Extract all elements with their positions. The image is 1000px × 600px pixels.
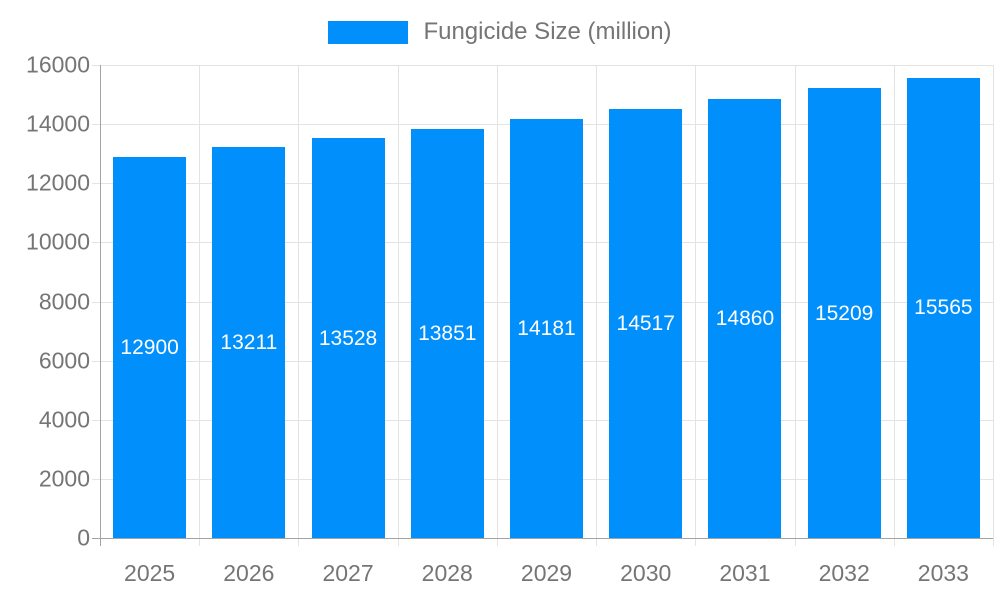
bar-value-label: 14181: [517, 316, 576, 340]
grid-line-vertical: [596, 65, 598, 546]
grid-line-vertical: [893, 65, 895, 546]
x-axis-tick-label: 2033: [917, 560, 969, 586]
y-axis-tick-label: 14000: [26, 110, 90, 137]
x-axis-tick-label: 2029: [520, 560, 573, 586]
y-axis-tick-label: 0: [77, 524, 90, 551]
bar[interactable]: 14181: [510, 118, 583, 538]
y-axis-tick-label: 16000: [26, 51, 90, 78]
legend-swatch: [328, 20, 409, 44]
y-axis-tick-label: 6000: [38, 347, 90, 374]
bar[interactable]: 13851: [410, 128, 484, 538]
bar[interactable]: 14517: [609, 108, 683, 538]
grid-line-vertical: [993, 65, 994, 546]
y-axis-tick-label: 8000: [38, 288, 90, 314]
bar-value-label: 14517: [616, 311, 675, 335]
grid-line-horizontal: [92, 65, 993, 66]
grid-line-vertical: [397, 65, 399, 546]
legend-label: Fungicide Size (million): [423, 18, 672, 45]
y-axis-tick-label: 4000: [38, 406, 90, 433]
x-axis-tick-label: 2032: [818, 560, 870, 586]
y-axis-tick-label: 10000: [26, 228, 90, 255]
x-axis-tick-label: 2030: [620, 560, 672, 586]
bar[interactable]: 14860: [708, 98, 782, 538]
x-axis-tick-label: 2031: [719, 560, 771, 586]
bar[interactable]: 13211: [212, 147, 286, 538]
bar[interactable]: 13528: [311, 138, 385, 538]
x-axis-tick-label: 2026: [223, 560, 275, 586]
bar-value-label: 13211: [220, 331, 278, 355]
x-axis-tick-label: 2028: [421, 560, 473, 586]
bar-value-label: 15209: [814, 301, 874, 325]
grid-line-vertical: [496, 65, 498, 546]
bar-value-label: 15565: [914, 296, 973, 320]
y-axis-tick-label: 2000: [38, 465, 90, 492]
grid-line-vertical: [695, 65, 697, 546]
y-axis-line: [100, 65, 101, 546]
bar-value-label: 13528: [318, 326, 378, 350]
bar[interactable]: 12900: [113, 156, 187, 538]
x-axis-tick-label: 2027: [322, 560, 374, 586]
grid-line-vertical: [794, 65, 796, 546]
legend[interactable]: Fungicide Size (million): [0, 14, 1000, 50]
bar-value-label: 14860: [715, 306, 775, 330]
bar-value-label: 13851: [418, 321, 477, 345]
x-axis-tick-label: 2025: [124, 560, 176, 586]
bar-value-label: 12900: [120, 335, 179, 359]
bar[interactable]: 15565: [906, 77, 980, 538]
grid-line-vertical: [298, 65, 300, 546]
bar[interactable]: 15209: [807, 88, 881, 538]
x-axis-line: [92, 538, 993, 539]
y-axis-tick-label: 12000: [26, 169, 90, 196]
grid-line-vertical: [199, 65, 201, 546]
